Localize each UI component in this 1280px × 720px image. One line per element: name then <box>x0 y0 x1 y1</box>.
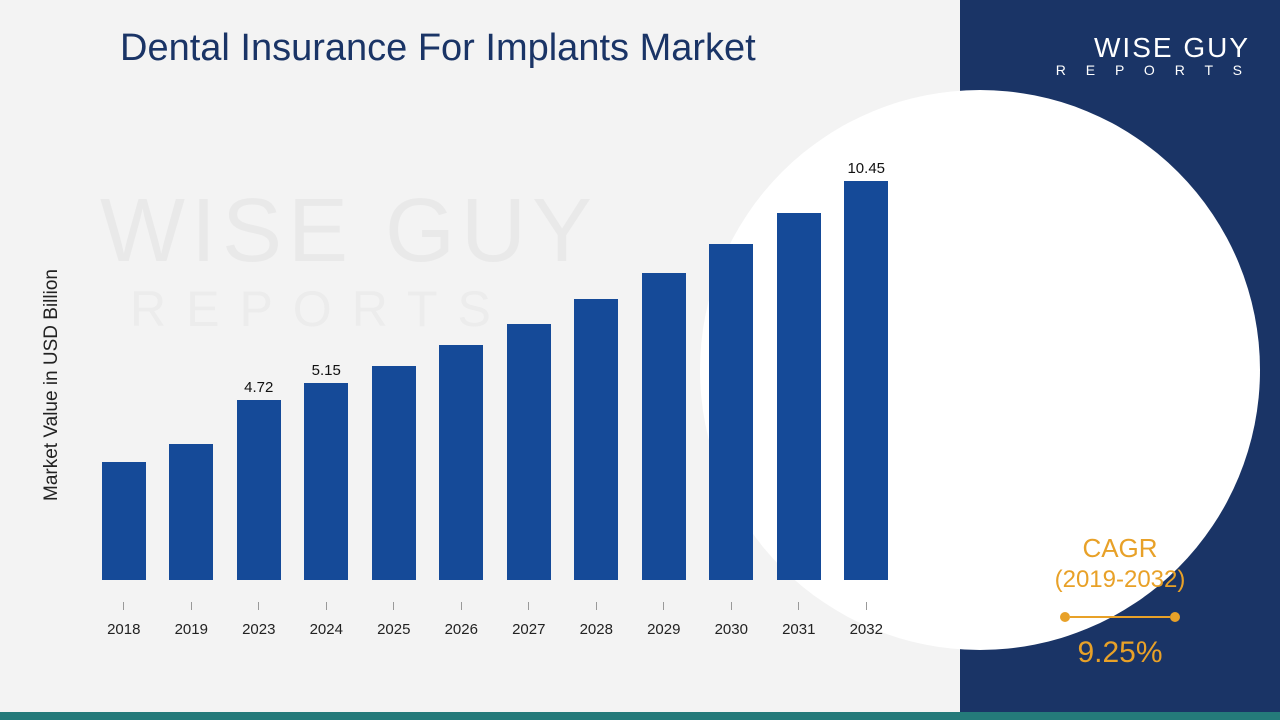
tick-mark <box>258 602 259 610</box>
x-tick-label: 2026 <box>431 621 491 638</box>
tick-mark <box>123 602 124 610</box>
bar <box>574 299 618 580</box>
bar-wrap: 5.15 <box>296 362 356 580</box>
cagr-dot-icon <box>1060 612 1070 622</box>
tick-marks <box>90 602 900 610</box>
x-tick-label: 2029 <box>634 621 694 638</box>
x-tick-label: 2028 <box>566 621 626 638</box>
bar-wrap: 10.45 <box>836 160 896 580</box>
x-tick-label: 2023 <box>229 621 289 638</box>
tick-mark <box>461 602 462 610</box>
bar <box>844 181 888 580</box>
bar-wrap <box>769 209 829 580</box>
logo-sub-text: R E P O R T S <box>1056 62 1250 78</box>
bar <box>102 462 146 580</box>
bar <box>304 383 348 580</box>
plot-area: 4.72 5.15 10.45 <box>90 160 900 580</box>
bar <box>237 400 281 580</box>
bar <box>372 366 416 580</box>
cagr-value: 9.25% <box>990 636 1250 670</box>
y-axis-label: Market Value in USD Billion <box>41 269 63 501</box>
cagr-title: CAGR <box>990 533 1250 564</box>
bar <box>507 324 551 580</box>
bar-wrap <box>94 458 154 580</box>
x-tick-label: 2031 <box>769 621 829 638</box>
tick-mark <box>326 602 327 610</box>
bar-value-label: 4.72 <box>244 379 273 396</box>
logo-main-text: WISE GUY <box>1056 32 1250 64</box>
tick-mark <box>191 602 192 610</box>
tick-mark <box>798 602 799 610</box>
bar-wrap <box>161 440 221 580</box>
x-tick-label: 2027 <box>499 621 559 638</box>
cagr-period: (2019-2032) <box>990 566 1250 594</box>
bar-wrap <box>566 295 626 580</box>
bar <box>169 444 213 580</box>
bottom-accent-bar <box>0 712 1280 720</box>
cagr-dot-icon <box>1170 612 1180 622</box>
x-tick-label: 2018 <box>94 621 154 638</box>
bar-wrap <box>634 269 694 580</box>
x-tick-label: 2025 <box>364 621 424 638</box>
tick-mark <box>393 602 394 610</box>
cagr-divider <box>990 612 1250 622</box>
bar-wrap <box>499 320 559 580</box>
bar <box>709 244 753 580</box>
x-axis: 2018 2019 2023 2024 2025 2026 2027 2028 2029 2030… <box>90 621 900 638</box>
cagr-block: CAGR (2019-2032) 9.25% <box>990 533 1250 670</box>
chart-title: Dental Insurance For Implants Market <box>120 28 756 70</box>
bar-chart: Market Value in USD Billion 4.725.1510.4… <box>70 160 900 610</box>
tick-mark <box>528 602 529 610</box>
bar <box>439 345 483 580</box>
bar-wrap <box>701 240 761 580</box>
bar-value-label: 5.15 <box>312 362 341 379</box>
bars-container: 4.72 5.15 10.45 <box>90 160 900 580</box>
tick-mark <box>596 602 597 610</box>
x-tick-label: 2019 <box>161 621 221 638</box>
x-tick-label: 2030 <box>701 621 761 638</box>
x-tick-label: 2024 <box>296 621 356 638</box>
tick-mark <box>866 602 867 610</box>
bar <box>777 213 821 580</box>
bar <box>642 273 686 580</box>
bar-wrap: 4.72 <box>229 379 289 580</box>
brand-logo: WISE GUY R E P O R T S <box>1056 32 1250 78</box>
cagr-line-seg <box>1070 616 1170 618</box>
bar-wrap <box>364 362 424 580</box>
bar-value-label: 10.45 <box>847 160 885 177</box>
tick-mark <box>663 602 664 610</box>
x-tick-label: 2032 <box>836 621 896 638</box>
bar-wrap <box>431 341 491 580</box>
tick-mark <box>731 602 732 610</box>
